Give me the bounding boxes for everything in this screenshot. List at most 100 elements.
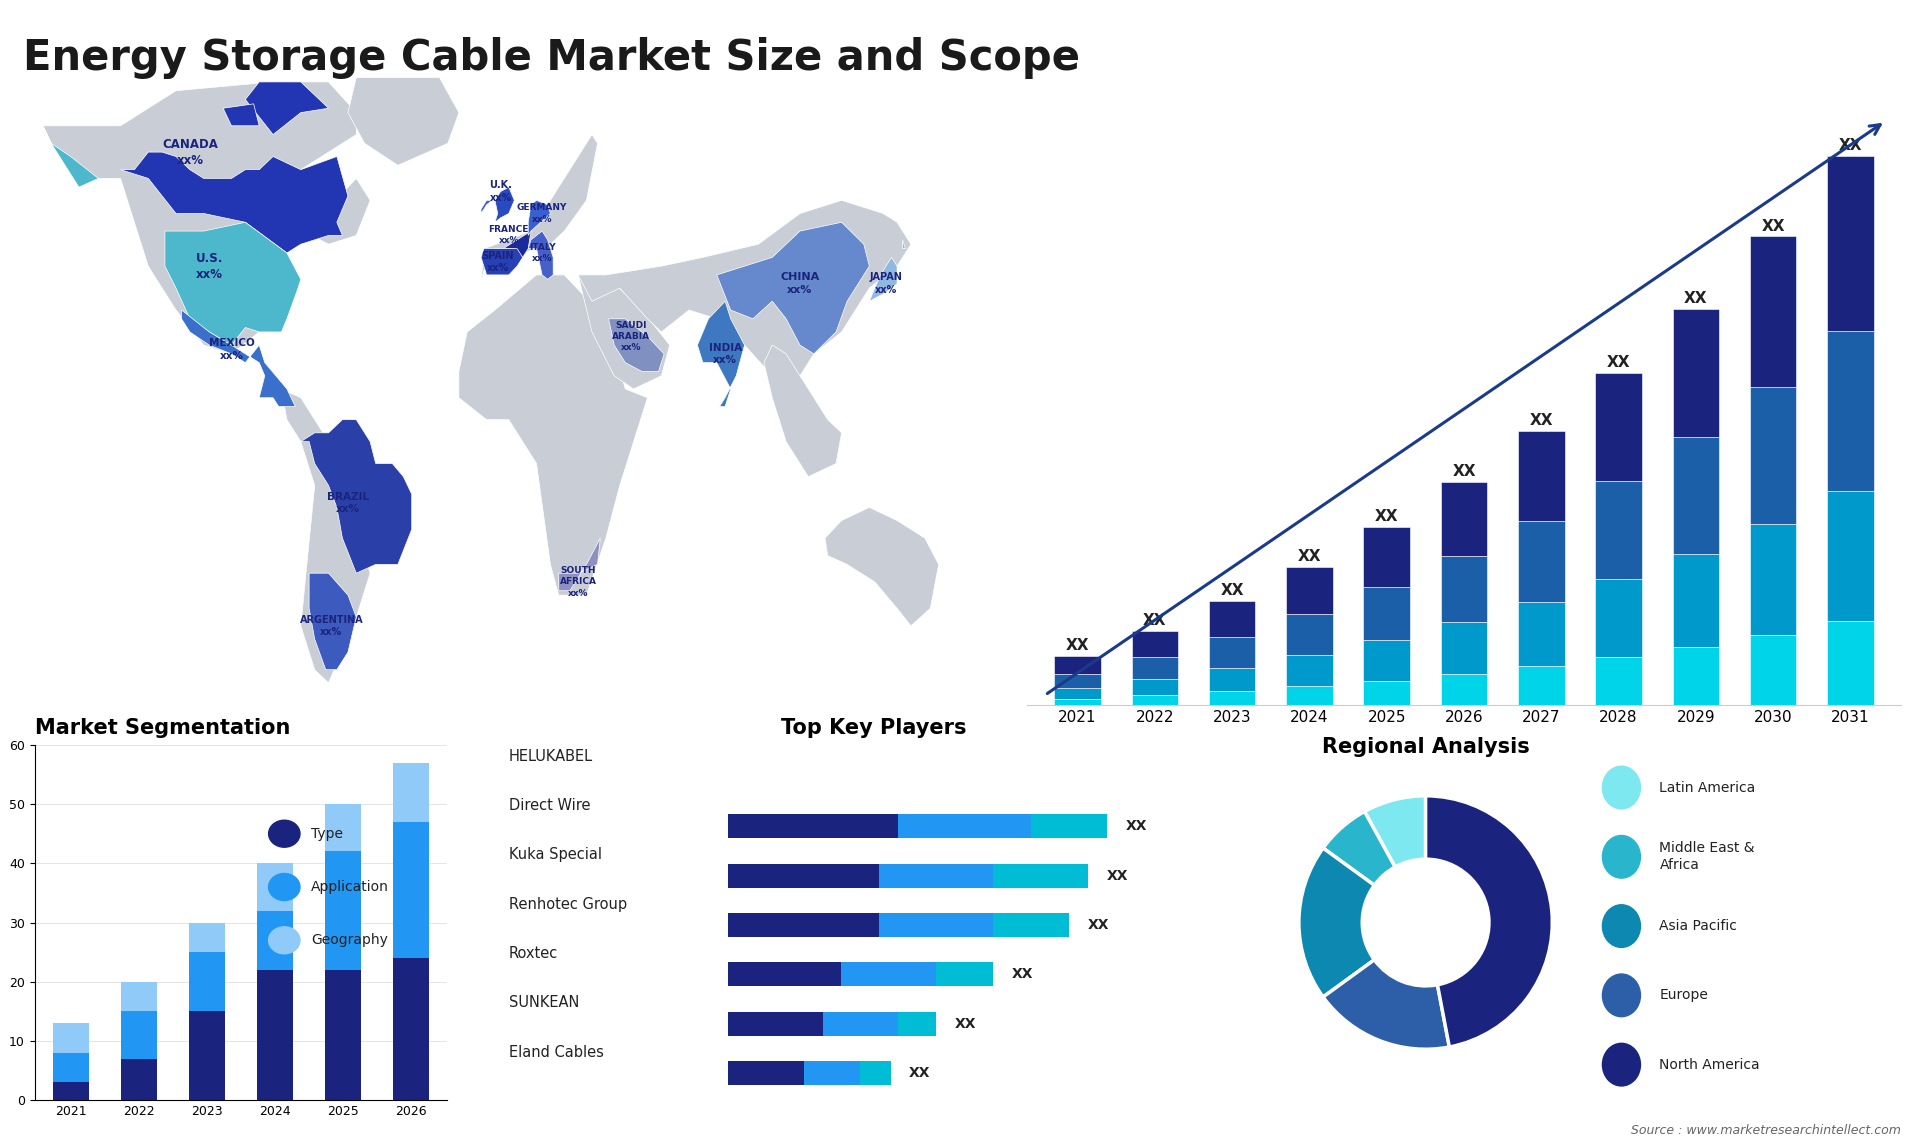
Bar	[1054, 699, 1100, 705]
Text: XX: XX	[1530, 414, 1553, 429]
Title: Top Key Players: Top Key Players	[781, 717, 966, 738]
Polygon shape	[301, 419, 411, 573]
Text: XX: XX	[1066, 638, 1089, 653]
Bar	[1828, 492, 1874, 621]
FancyBboxPatch shape	[879, 913, 993, 937]
Text: XX: XX	[1607, 355, 1630, 370]
Bar	[1519, 666, 1565, 705]
Polygon shape	[182, 311, 296, 407]
Text: HELUKABEL: HELUKABEL	[509, 748, 593, 763]
Bar	[1828, 156, 1874, 330]
Text: FRANCE
xx%: FRANCE xx%	[488, 226, 530, 245]
Bar	[54, 1053, 88, 1082]
Bar	[1519, 603, 1565, 666]
Wedge shape	[1323, 959, 1450, 1050]
Polygon shape	[495, 187, 515, 222]
Bar	[1749, 236, 1797, 387]
Polygon shape	[578, 201, 910, 398]
Bar	[324, 970, 361, 1100]
Polygon shape	[348, 78, 459, 165]
Text: Source : www.marketresearchintellect.com: Source : www.marketresearchintellect.com	[1630, 1124, 1901, 1137]
Bar	[121, 1011, 157, 1059]
Bar	[324, 851, 361, 970]
Bar	[1363, 681, 1409, 705]
Circle shape	[269, 821, 300, 847]
Polygon shape	[559, 539, 601, 590]
Polygon shape	[309, 573, 357, 669]
FancyBboxPatch shape	[822, 1012, 899, 1036]
Bar	[1440, 482, 1488, 557]
Circle shape	[1603, 974, 1640, 1017]
Text: XX: XX	[1452, 464, 1476, 479]
Wedge shape	[1300, 848, 1375, 997]
Text: Kuka Special: Kuka Special	[509, 847, 601, 863]
Text: ARGENTINA
xx%: ARGENTINA xx%	[300, 614, 363, 637]
Bar	[1828, 330, 1874, 492]
Bar	[1131, 678, 1179, 696]
Bar	[1596, 579, 1642, 657]
Text: Market Segmentation: Market Segmentation	[35, 717, 290, 738]
Bar	[1210, 691, 1256, 705]
Bar	[1596, 374, 1642, 481]
Bar	[1519, 431, 1565, 521]
Polygon shape	[121, 152, 348, 253]
Polygon shape	[42, 81, 371, 354]
Polygon shape	[870, 258, 897, 301]
Polygon shape	[716, 222, 870, 354]
Bar	[190, 1011, 225, 1100]
Bar	[1286, 614, 1332, 656]
Polygon shape	[282, 388, 371, 683]
FancyBboxPatch shape	[728, 1061, 804, 1085]
FancyBboxPatch shape	[899, 1012, 937, 1036]
Text: Roxtec: Roxtec	[509, 947, 559, 961]
Bar	[257, 970, 292, 1100]
Bar	[1210, 668, 1256, 691]
Polygon shape	[482, 249, 522, 275]
Bar	[1749, 525, 1797, 635]
Bar	[1210, 637, 1256, 668]
Bar	[1286, 567, 1332, 614]
Wedge shape	[1323, 811, 1396, 886]
Polygon shape	[609, 319, 664, 371]
Text: XX: XX	[1839, 139, 1862, 154]
Text: Renhotec Group: Renhotec Group	[509, 896, 628, 912]
Text: CHINA
xx%: CHINA xx%	[780, 273, 820, 295]
Bar	[1054, 657, 1100, 674]
Text: Geography: Geography	[311, 933, 388, 948]
FancyBboxPatch shape	[899, 815, 1031, 839]
Circle shape	[269, 873, 300, 901]
Bar	[1210, 601, 1256, 637]
Text: XX: XX	[1298, 549, 1321, 564]
Bar	[257, 863, 292, 911]
Text: U.S.
xx%: U.S. xx%	[196, 252, 223, 281]
Circle shape	[1603, 1043, 1640, 1086]
Bar	[1286, 656, 1332, 686]
Bar	[1131, 657, 1179, 678]
FancyBboxPatch shape	[937, 963, 993, 987]
Text: XX: XX	[1012, 967, 1033, 981]
Text: SUNKEAN: SUNKEAN	[509, 996, 580, 1011]
Bar	[1440, 674, 1488, 705]
FancyBboxPatch shape	[728, 913, 879, 937]
Circle shape	[1603, 767, 1640, 809]
Bar	[1286, 686, 1332, 705]
Text: XX: XX	[908, 1066, 931, 1080]
Text: SAUDI
ARABIA
xx%: SAUDI ARABIA xx%	[612, 321, 649, 352]
Polygon shape	[764, 345, 841, 477]
Polygon shape	[459, 275, 647, 595]
Bar	[1749, 635, 1797, 705]
Polygon shape	[495, 231, 532, 258]
Bar	[190, 923, 225, 952]
Circle shape	[269, 927, 300, 953]
FancyBboxPatch shape	[804, 1061, 860, 1085]
Bar	[1440, 557, 1488, 622]
Bar	[1596, 657, 1642, 705]
Text: GERMANY
xx%: GERMANY xx%	[516, 204, 566, 223]
Polygon shape	[165, 222, 301, 345]
Text: XX: XX	[954, 1017, 975, 1030]
FancyBboxPatch shape	[993, 913, 1069, 937]
Bar	[257, 911, 292, 970]
Polygon shape	[826, 508, 939, 626]
Bar	[1363, 527, 1409, 587]
Bar	[54, 1023, 88, 1053]
